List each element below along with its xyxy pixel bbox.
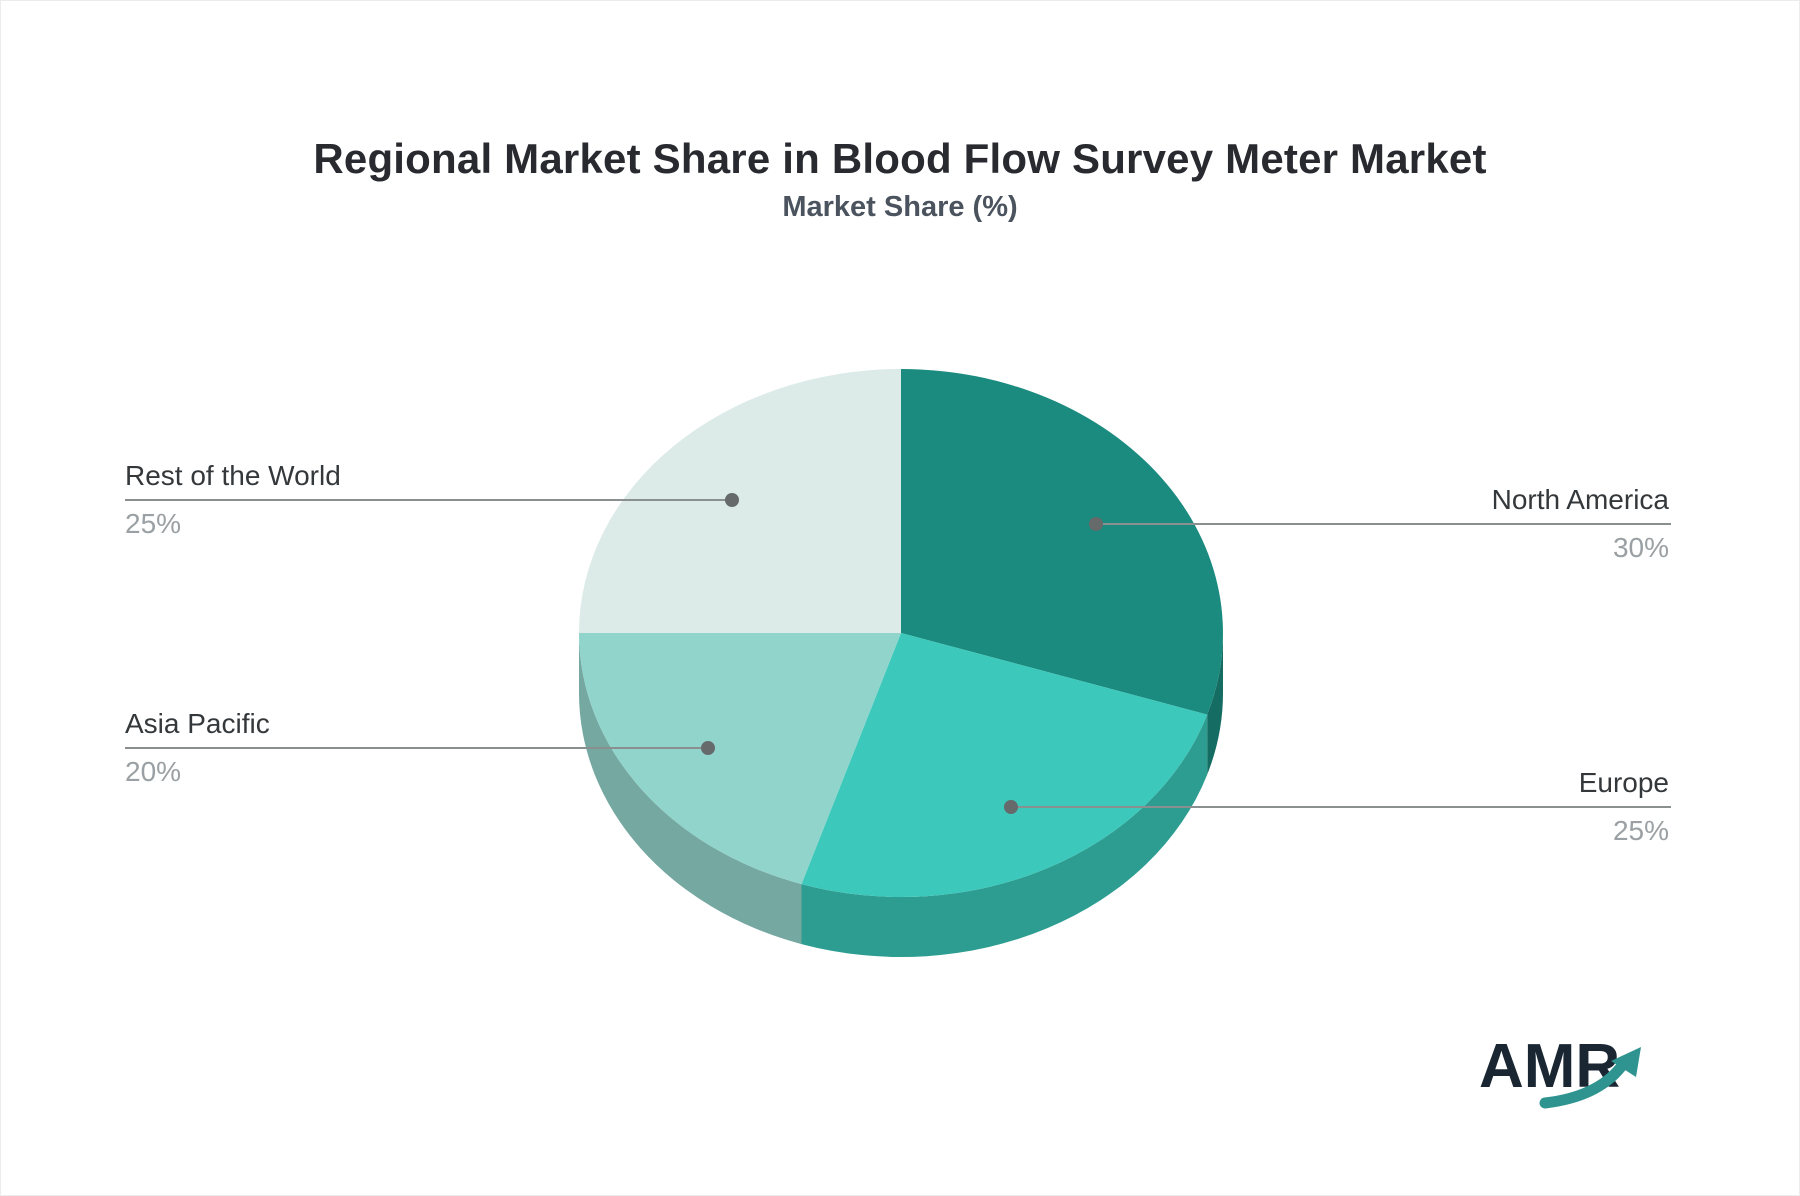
callout-label-asia-pacific: Asia Pacific xyxy=(125,708,270,739)
callout-label-north-america: North America xyxy=(1491,484,1669,515)
callout-value-rest-of-the-world-wrap: 25% xyxy=(125,508,181,540)
callout-europe: Europe xyxy=(1579,767,1669,799)
callout-asia-pacific: Asia Pacific xyxy=(125,708,270,740)
callout-rest-of-the-world: Rest of the World xyxy=(125,460,341,492)
callout-value-asia-pacific: 20% xyxy=(125,756,182,787)
pie-slice-rest-of-the-world[interactable] xyxy=(579,369,901,633)
callout-value-europe: 25% xyxy=(1612,815,1669,846)
leader-dot-rest-of-the-world xyxy=(725,493,739,507)
callout-value-asia-pacific-wrap: 20% xyxy=(125,756,181,788)
pie-slice-europe[interactable] xyxy=(801,633,1208,898)
callout-value-rest-of-the-world: 25% xyxy=(125,508,182,539)
leader-dot-north-america xyxy=(1089,517,1103,531)
chart-title: Regional Market Share in Blood Flow Surv… xyxy=(313,135,1487,182)
callout-value-north-america: 30% xyxy=(1612,532,1669,563)
callout-label-rest-of-the-world: Rest of the World xyxy=(125,460,341,491)
pie-slice-side-asia-pacific xyxy=(579,633,802,945)
pie-slice-north-america[interactable] xyxy=(901,369,1223,715)
pie-slice-asia-pacific[interactable] xyxy=(579,633,901,885)
chart-subtitle: Market Share (%) xyxy=(782,191,1018,223)
leader-dot-europe xyxy=(1004,800,1018,814)
amr-logo-arrow-icon xyxy=(1539,1047,1641,1109)
callout-label-europe: Europe xyxy=(1578,767,1669,798)
pie-slice-side-europe xyxy=(801,714,1208,958)
callout-value-north-america-wrap: 30% xyxy=(1613,532,1669,564)
callout-value-europe-wrap: 25% xyxy=(1613,815,1669,847)
pie-slice-side-north-america xyxy=(1207,633,1223,775)
callout-north-america: North America xyxy=(1492,484,1669,516)
leader-dot-asia-pacific xyxy=(701,741,715,755)
amr-logo: AMR xyxy=(1479,1031,1699,1121)
